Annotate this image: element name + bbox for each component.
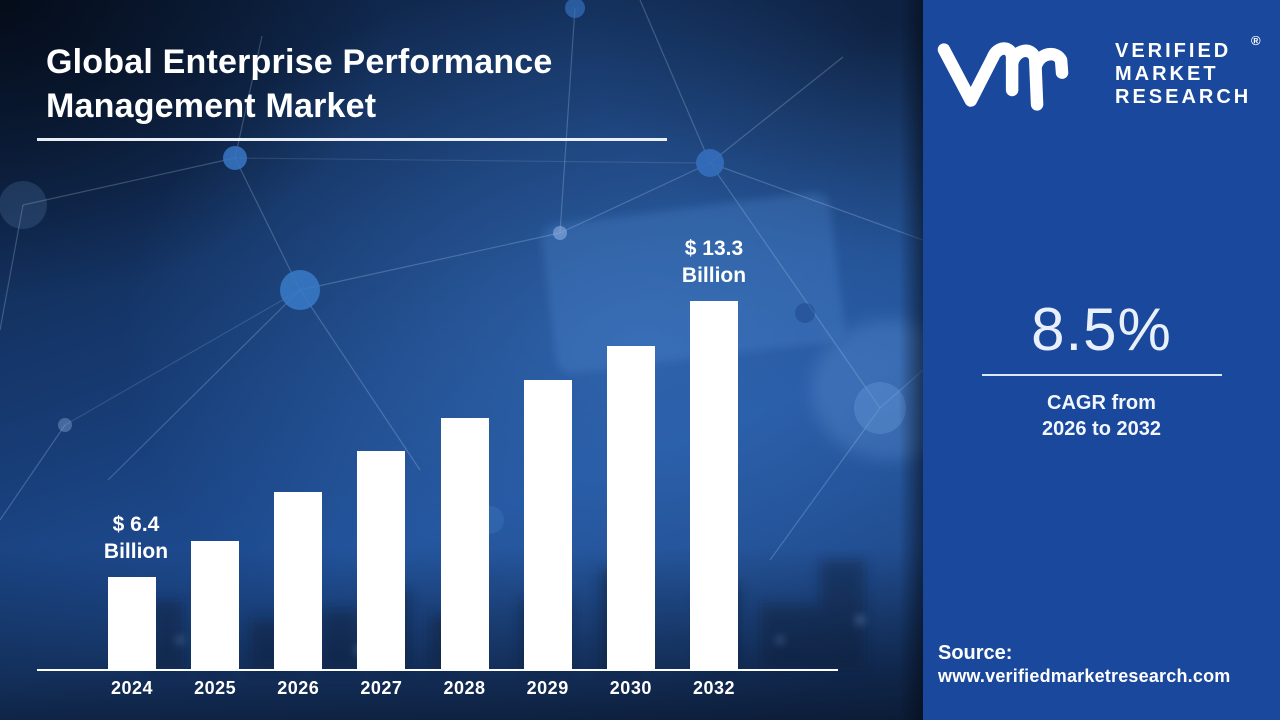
- network-lines: [0, 0, 923, 561]
- brand-name-line: MARKET: [1115, 63, 1219, 85]
- bar-2032: [689, 301, 738, 669]
- page-title: Global Enterprise Performance Management…: [46, 43, 553, 125]
- x-axis-line: [37, 669, 838, 671]
- laptop-screen-shape: [541, 192, 845, 374]
- cagr-stat-block: 8.5% CAGR from 2026 to 2032: [923, 298, 1280, 442]
- cagr-caption-line: CAGR from: [1047, 392, 1156, 414]
- value-label-line: $ 13.3: [684, 237, 744, 260]
- title-underline: [37, 138, 667, 141]
- bar-2027: [357, 451, 406, 669]
- x-tick-label-2029: 2029: [526, 678, 569, 698]
- network-nodes: [0, 0, 906, 534]
- vmr-monogram-icon: [937, 42, 1069, 111]
- value-label-2024: $ 6.4 Billion: [61, 511, 211, 565]
- brand-name-line: RESEARCH: [1115, 86, 1252, 108]
- bar-2025: [191, 541, 240, 669]
- source-block: Source: www.verifiedmarketresearch.com: [938, 641, 1230, 688]
- brand-name: VERIFIED MARKET RESEARCH: [1115, 40, 1251, 109]
- x-tick-label-2028: 2028: [443, 678, 486, 698]
- stat-divider: [981, 374, 1222, 376]
- bar-2024: [108, 577, 156, 669]
- bar-2029: [523, 380, 572, 669]
- source-label: Source:: [938, 642, 1013, 664]
- bar-2030: [606, 346, 655, 669]
- source-url: www.verifiedmarketresearch.com: [938, 666, 1231, 686]
- brand-name-line: VERIFIED: [1115, 40, 1232, 62]
- cagr-value: 8.5%: [1031, 296, 1172, 363]
- panel-shadow-divider: [899, 0, 923, 720]
- x-tick-label-2025: 2025: [194, 678, 237, 698]
- bar-2026: [274, 492, 323, 669]
- hand-silhouette: [812, 320, 923, 460]
- bar-chart: $ 6.4 Billion $ 13.3 Billion 2024 2025 202…: [37, 232, 838, 702]
- value-label-line: Billion: [681, 264, 747, 287]
- registered-trademark-icon: ®: [1251, 33, 1261, 48]
- cagr-caption: CAGR from 2026 to 2032: [923, 390, 1280, 442]
- value-label-line: $ 6.4: [112, 513, 160, 536]
- value-label-2032: $ 13.3 Billion: [639, 235, 789, 289]
- x-tick-label-2030: 2030: [609, 678, 652, 698]
- x-tick-label-2027: 2027: [360, 678, 403, 698]
- value-label-line: Billion: [103, 540, 169, 563]
- bar-2028: [440, 418, 489, 669]
- x-tick-label-2026: 2026: [277, 678, 320, 698]
- brand-panel: VERIFIED MARKET RESEARCH ® 8.5% CAGR fro…: [923, 0, 1280, 720]
- bars-group: $ 6.4 Billion $ 13.3 Billion: [37, 232, 838, 669]
- cagr-caption-line: 2026 to 2032: [1042, 418, 1161, 440]
- x-tick-label-2024: 2024: [110, 678, 154, 698]
- x-tick-label-2032: 2032: [692, 678, 735, 698]
